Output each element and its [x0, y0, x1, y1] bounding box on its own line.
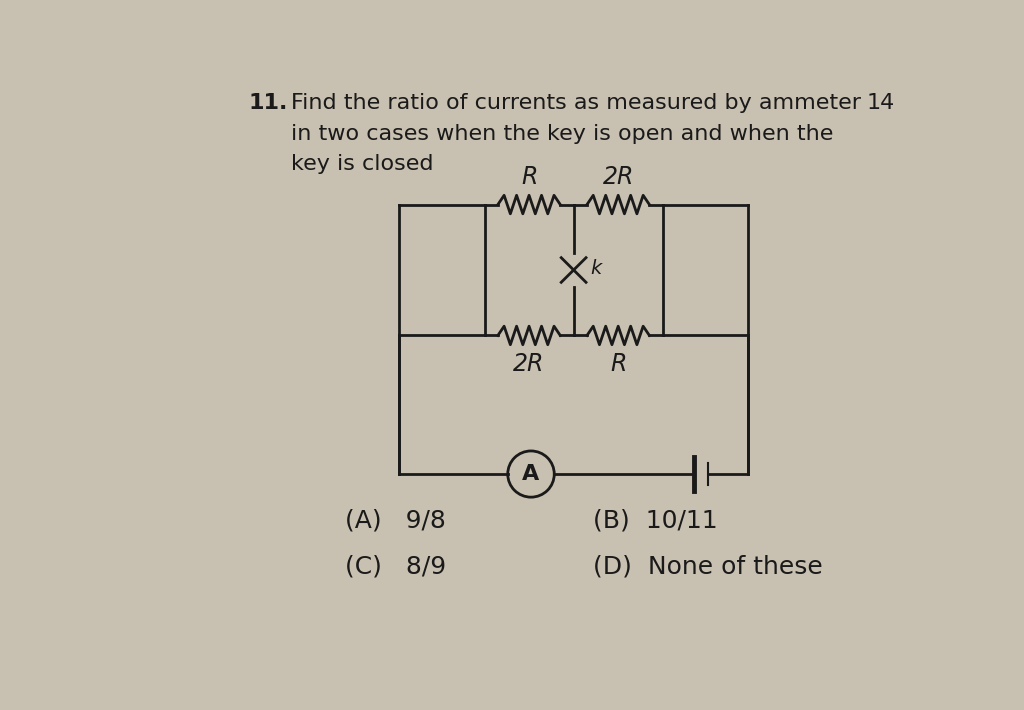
- Text: 14: 14: [867, 93, 895, 113]
- Text: 11.: 11.: [248, 93, 288, 113]
- Text: (A)   9/8: (A) 9/8: [345, 508, 445, 532]
- Text: R: R: [521, 165, 538, 189]
- Text: 2R: 2R: [602, 165, 634, 189]
- Text: key is closed: key is closed: [291, 155, 433, 175]
- Text: Find the ratio of currents as measured by ammeter: Find the ratio of currents as measured b…: [291, 93, 861, 113]
- Text: (C)   8/9: (C) 8/9: [345, 555, 446, 579]
- Text: R: R: [610, 352, 627, 376]
- Text: in two cases when the key is open and when the: in two cases when the key is open and wh…: [291, 124, 834, 143]
- Text: A: A: [522, 464, 540, 484]
- Text: (B)  10/11: (B) 10/11: [593, 508, 718, 532]
- Text: (D)  None of these: (D) None of these: [593, 555, 822, 579]
- Text: k: k: [591, 259, 602, 278]
- Text: 2R: 2R: [513, 352, 545, 376]
